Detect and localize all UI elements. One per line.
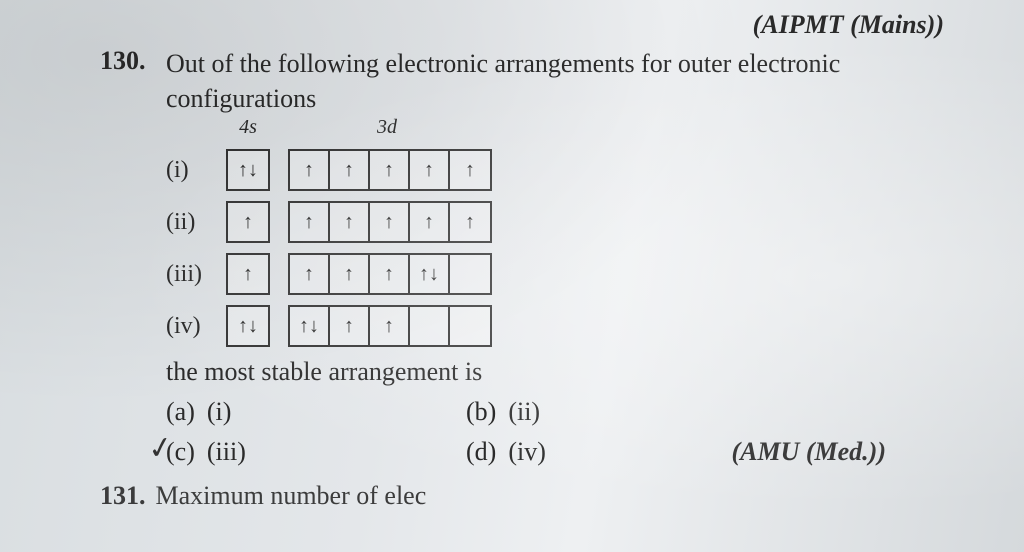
answer-value: (iii) [207,437,246,467]
orbital-cell: ↑ [370,203,410,241]
check-mark-icon: ✓ [145,429,176,468]
answer-letter-text: (a) [166,397,195,426]
orbital-4s: ↑↓ [226,305,270,347]
answer-c: ✓ (c) (iii) [166,437,466,467]
option-roman: (ii) [166,209,226,236]
source-top: (AIPMT (Mains)) [100,10,964,40]
orbital-3d: ↑ ↑ ↑ ↑ ↑ [288,149,492,191]
orbital-cell: ↑ [450,151,490,189]
orbital-cell: ↑↓ [228,151,268,189]
orbital-cell: ↑ [228,255,268,293]
orbital-3d: ↑ ↑ ↑ ↑↓ [288,253,492,295]
orbital-3d: ↑ ↑ ↑ ↑ ↑ [288,201,492,243]
orbital-cell: ↑ [410,151,450,189]
orbital-cell: ↑↓ [410,255,450,293]
answer-letter: ✓ (c) [166,437,195,467]
orbital-4s: ↑ [226,253,270,295]
answer-value: (ii) [508,397,540,427]
orbital-cell [450,255,490,293]
orbital-cell: ↑ [450,203,490,241]
orbital-cell: ↑↓ [228,307,268,345]
orbital-cell: ↑ [330,151,370,189]
orbital-cell [450,307,490,345]
question-number: 130. [100,46,156,116]
orbital-cell: ↑↓ [290,307,330,345]
next-question-number: 131. [100,481,146,511]
answer-letter-text: (d) [466,437,496,466]
header-4s: 4s [226,116,270,139]
answer-letter: (a) [166,397,195,427]
orbital-4s: ↑ [226,201,270,243]
answer-value: (i) [207,397,232,427]
answer-d: (d) (iv) (AMU (Med.)) [466,437,886,467]
orbital-cell [410,307,450,345]
option-row: (ii) ↑ ↑ ↑ ↑ ↑ ↑ [166,201,964,243]
orbital-cell: ↑ [290,203,330,241]
option-row: (i) ↑↓ ↑ ↑ ↑ ↑ ↑ [166,149,964,191]
answer-value: (iv) [508,437,546,467]
option-roman: (i) [166,157,226,184]
orbital-cell: ↑ [290,151,330,189]
question-row: 130. Out of the following electronic arr… [100,46,964,116]
options-block: (i) ↑↓ ↑ ↑ ↑ ↑ ↑ (ii) ↑ ↑ ↑ ↑ ↑ [166,149,964,347]
orbital-headers: 4s 3d [226,116,964,139]
header-3d: 3d [292,116,482,139]
answer-b: (b) (ii) [466,397,886,427]
orbital-cell: ↑ [330,307,370,345]
question-text: Out of the following electronic arrangem… [166,46,964,116]
option-row: (iv) ↑↓ ↑↓ ↑ ↑ [166,305,964,347]
next-question-row: 131. Maximum number of elec [100,481,964,511]
option-roman: (iv) [166,313,226,340]
orbital-cell: ↑ [370,151,410,189]
orbital-3d: ↑↓ ↑ ↑ [288,305,492,347]
answer-letter: (d) [466,437,496,467]
orbital-cell: ↑ [370,307,410,345]
option-row: (iii) ↑ ↑ ↑ ↑ ↑↓ [166,253,964,295]
orbital-cell: ↑ [330,203,370,241]
orbital-cell: ↑ [410,203,450,241]
answer-a: (a) (i) [166,397,466,427]
orbital-cell: ↑ [370,255,410,293]
answer-letter-text: (b) [466,397,496,426]
source-bottom: (AMU (Med.)) [731,437,886,467]
answers-grid: (a) (i) (b) (ii) ✓ (c) (iii) (d) (iv) (A… [166,397,964,467]
next-question-text: Maximum number of elec [156,481,427,511]
orbital-cell: ↑ [290,255,330,293]
prompt-line: the most stable arrangement is [166,357,964,387]
option-roman: (iii) [166,261,226,288]
orbital-cell: ↑ [228,203,268,241]
answer-letter: (b) [466,397,496,427]
orbital-4s: ↑↓ [226,149,270,191]
orbital-cell: ↑ [330,255,370,293]
